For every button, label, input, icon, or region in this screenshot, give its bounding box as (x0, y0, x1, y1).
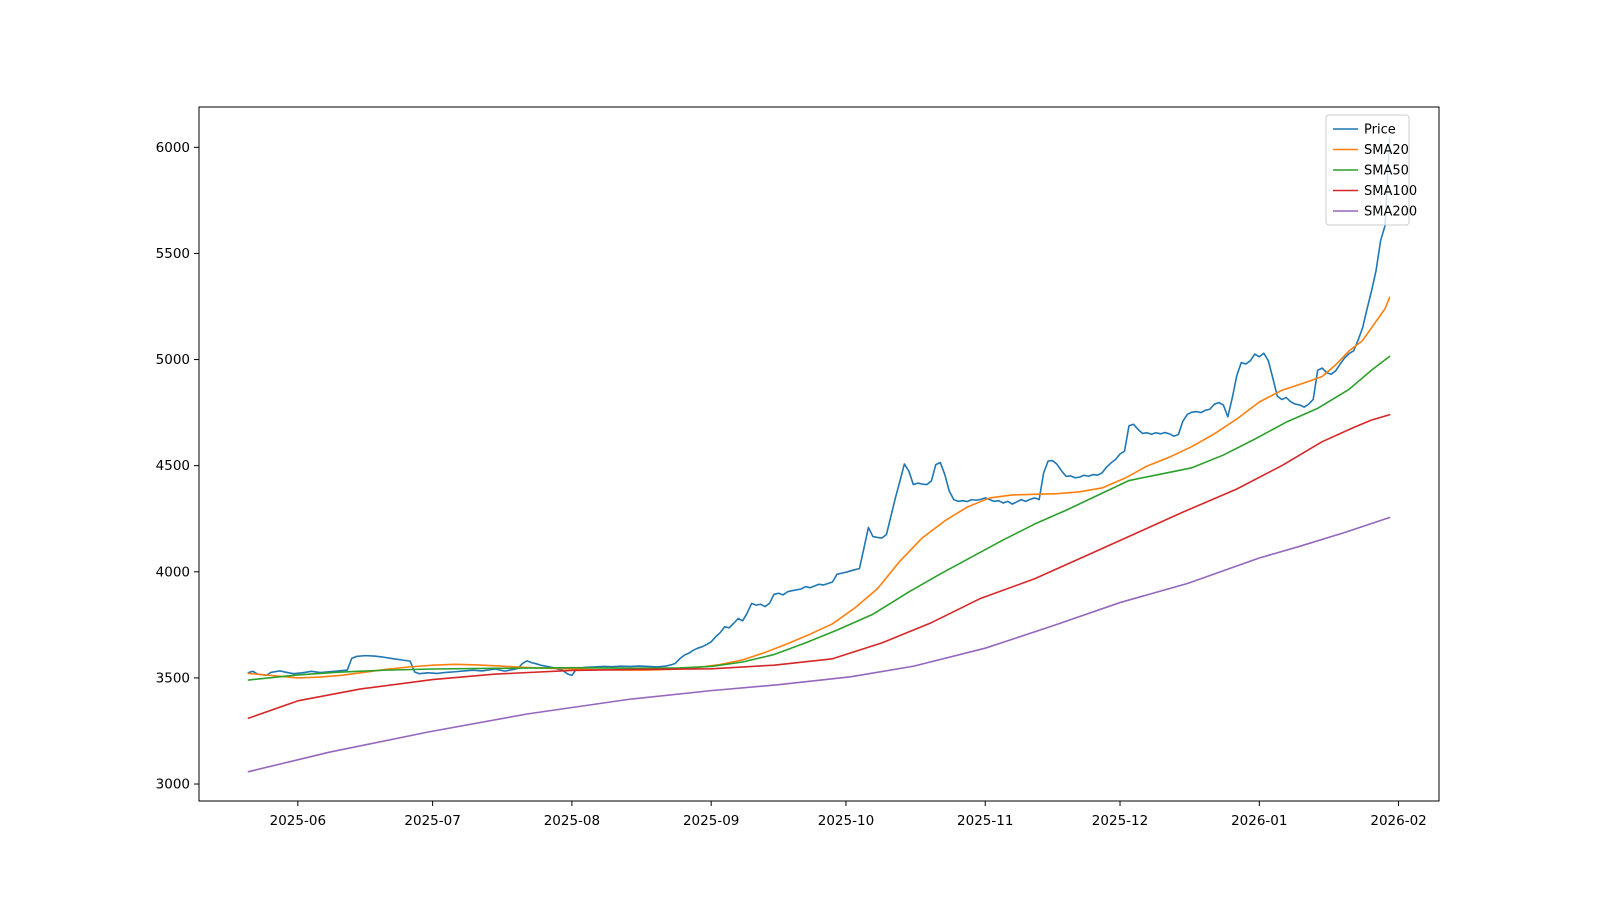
legend-label-sma100: SMA100 (1364, 184, 1417, 199)
sma50-line (247, 355, 1391, 681)
y-tick-label: 5000 (156, 352, 190, 368)
legend: Price SMA20 SMA50 SMA100 SMA200 (1325, 114, 1417, 226)
x-tick-label: 2025-08 (544, 813, 600, 829)
x-tick-label: 2025-09 (683, 813, 739, 829)
legend-label-sma200: SMA200 (1364, 205, 1417, 220)
sma100-line (247, 413, 1391, 720)
legend-label-sma50: SMA50 (1364, 164, 1409, 179)
x-tick-label: 2025-10 (818, 813, 874, 829)
axes-frame (198, 106, 1440, 802)
legend-label-sma20: SMA20 (1364, 143, 1409, 158)
y-tick-label: 4500 (156, 458, 190, 474)
y-tick-label: 3000 (156, 777, 190, 793)
legend-box (1325, 114, 1410, 226)
y-axis: 3000 3500 4000 4500 5000 5500 6000 (156, 140, 199, 793)
legend-entry-sma20: SMA20 (1333, 143, 1409, 158)
legend-entry-sma50: SMA50 (1333, 164, 1409, 179)
y-tick-label: 4000 (156, 564, 190, 580)
legend-entry-sma200: SMA200 (1333, 205, 1417, 220)
x-tick-label: 2025-11 (957, 813, 1013, 829)
sma200-line (247, 516, 1391, 773)
x-tick-label: 2025-12 (1092, 813, 1148, 829)
x-tick-label: 2025-06 (270, 813, 326, 829)
y-tick-label: 5500 (156, 246, 190, 262)
x-tick-label: 2025-07 (404, 813, 460, 829)
x-tick-label: 2026-01 (1231, 813, 1287, 829)
y-tick-label: 6000 (156, 140, 190, 156)
legend-entry-price: Price (1333, 123, 1396, 138)
sma20-line (247, 296, 1391, 679)
y-tick-label: 3500 (156, 670, 190, 686)
legend-label-price: Price (1364, 123, 1396, 138)
legend-entry-sma100: SMA100 (1333, 184, 1417, 199)
price-line (247, 138, 1391, 677)
x-axis: 2025-06 2025-07 2025-08 2025-09 2025-10 2025-… (270, 801, 1427, 829)
x-tick-label: 2026-02 (1370, 813, 1426, 829)
plot-area (247, 138, 1391, 773)
